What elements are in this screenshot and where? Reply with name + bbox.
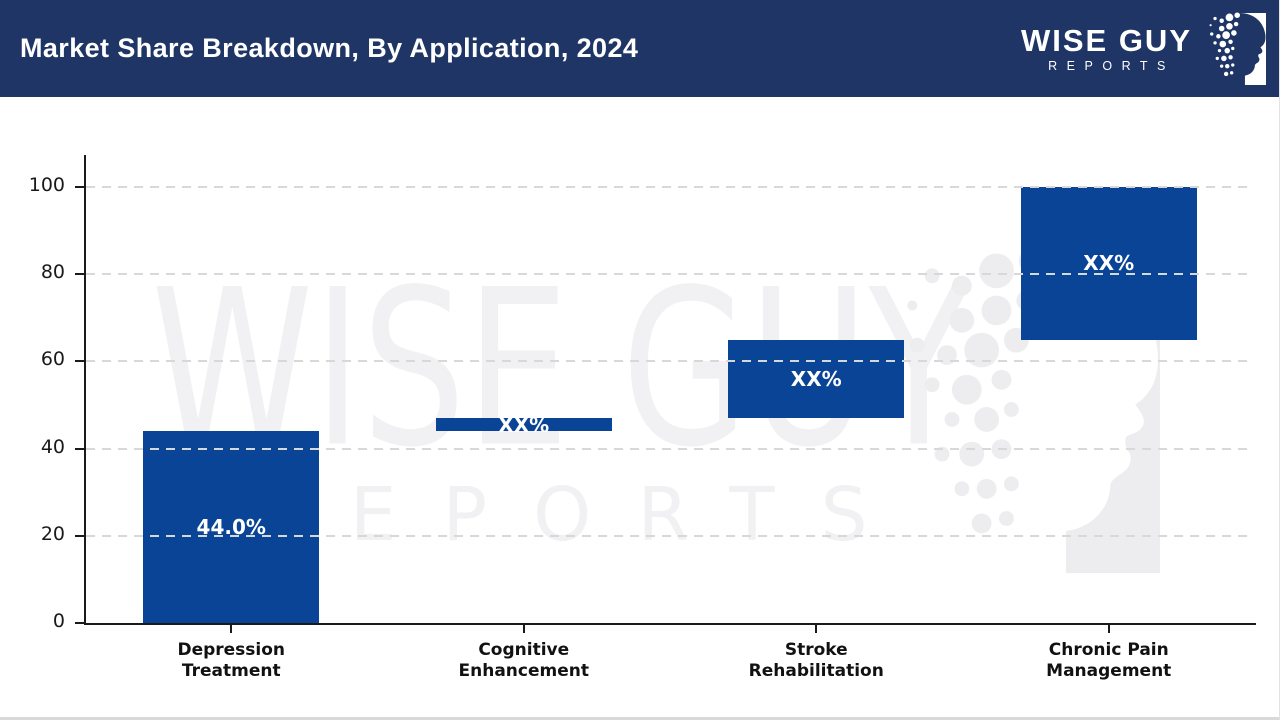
x-tick-stroke-rehabilitation	[815, 625, 818, 633]
app-header: Market Share Breakdown, By Application, …	[0, 0, 1279, 97]
bar-value-label-cognitive-enhancement: XX%	[498, 412, 550, 437]
x-category-label-depression-treatment: Depression Treatment	[177, 640, 286, 681]
bar-value-label-stroke-rehabilitation: XX%	[790, 366, 842, 391]
x-tick-cognitive-enhancement	[522, 625, 525, 633]
y-tick-80	[75, 273, 84, 276]
y-tick-100	[75, 186, 84, 188]
bar-cognitive-enhancement: XX%	[435, 413, 612, 437]
brand-logo-text: WISE GUY REPORTS	[1021, 25, 1192, 73]
x-category-label-stroke-rehabilitation: Stroke Rehabilitation	[748, 640, 884, 681]
x-tick-chronic-pain-management	[1107, 625, 1110, 633]
y-tick-label-0: 0	[52, 610, 65, 632]
brand-name: WISE GUY	[1020, 22, 1192, 58]
page-title: Market Share Breakdown, By Application, …	[20, 33, 639, 63]
bar-stroke-rehabilitation: XX%	[728, 339, 905, 419]
y-tick-60	[75, 360, 84, 363]
y-tick-label-20: 20	[40, 522, 65, 545]
x-axis-line	[84, 623, 1256, 625]
gridline-40	[86, 447, 1254, 450]
y-tick-label-80: 80	[40, 261, 65, 284]
brand-logo: WISE GUY REPORTS	[1021, 9, 1266, 89]
bar-chronic-pain-management: XX%	[1020, 187, 1197, 340]
y-tick-label-60: 60	[40, 348, 65, 371]
gridline-20	[86, 534, 1254, 537]
y-tick-40	[75, 447, 84, 450]
brand-subtitle: REPORTS	[1048, 58, 1175, 73]
x-category-label-chronic-pain-management: Chronic Pain Management	[1046, 640, 1172, 681]
y-tick-label-100: 100	[28, 174, 65, 196]
x-tick-depression-treatment	[230, 625, 233, 633]
bar-value-label-chronic-pain-management: XX%	[1083, 251, 1135, 276]
y-tick-0	[75, 622, 84, 624]
y-tick-20	[75, 534, 84, 537]
gridline-60	[86, 360, 1254, 363]
y-tick-label-40: 40	[40, 435, 65, 458]
gridline-80	[86, 273, 1254, 276]
face-dots-icon	[1194, 9, 1266, 89]
gridline-100	[86, 186, 1254, 188]
bar-depression-treatment: 44.0%	[143, 431, 320, 623]
x-category-label-cognitive-enhancement: Cognitive Enhancement	[458, 640, 589, 681]
y-axis-line	[84, 155, 86, 625]
plot-area: 0 20 40 60 80 100 44.0% Depression Treatment XX%…	[29, 176, 1255, 681]
